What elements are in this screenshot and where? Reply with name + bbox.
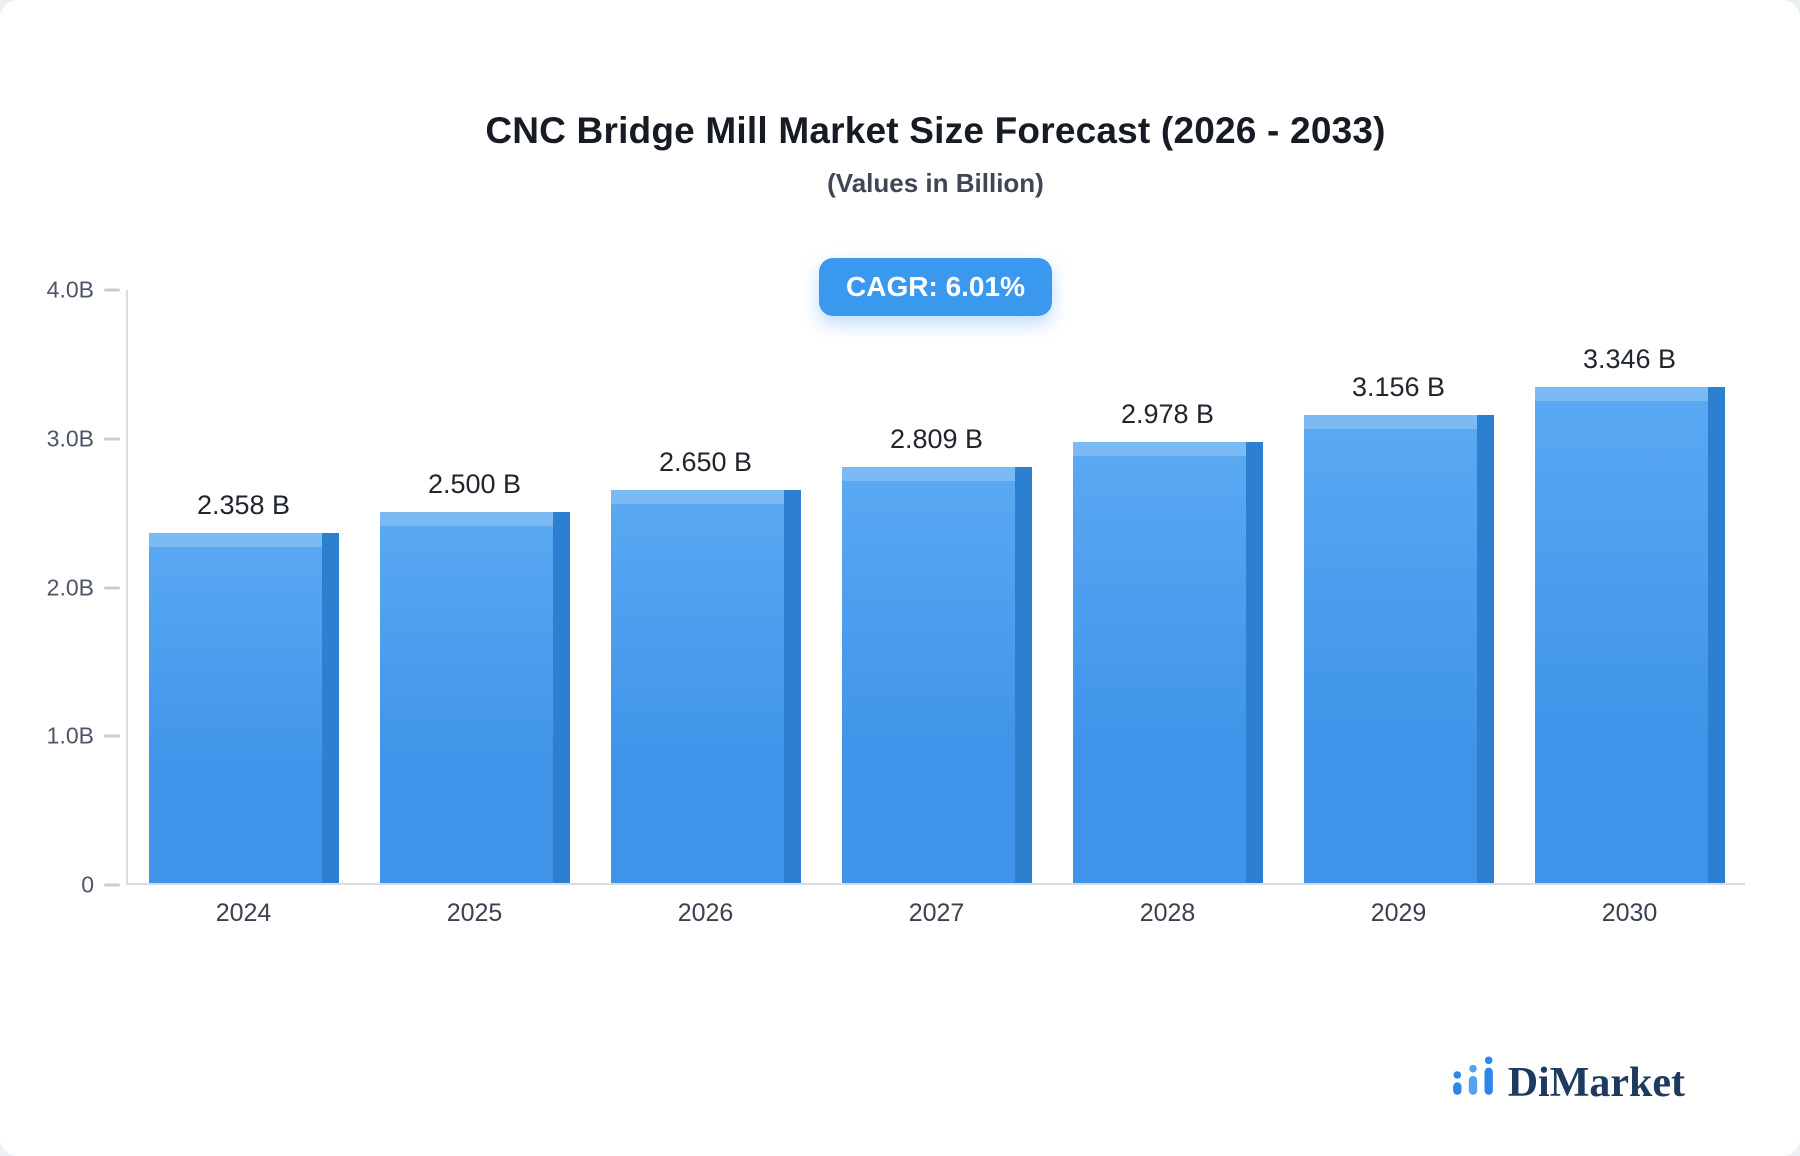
- bar-value-label: 3.346 B: [1582, 343, 1677, 374]
- bar-slot: 2.978 B 2028: [1052, 290, 1283, 927]
- bar-2028: [1072, 441, 1263, 883]
- bar-top-highlight: [841, 466, 1015, 481]
- x-axis-label: 2024: [215, 899, 272, 927]
- bar-top-highlight: [1534, 386, 1708, 401]
- x-axis-label: 2029: [1370, 899, 1427, 927]
- chart-subtitle: (Values in Billion): [827, 168, 1044, 198]
- y-tick-label: 3.0B: [46, 425, 94, 452]
- bar-value-label: 3.156 B: [1351, 372, 1446, 403]
- bar-2027: [841, 466, 1032, 883]
- bar-slot: 3.156 B 2029: [1283, 290, 1514, 927]
- bar-side-shadow: [1245, 441, 1263, 883]
- bar-2030: [1534, 386, 1725, 883]
- y-tick-label: 0: [81, 871, 94, 898]
- y-tick-mark: [104, 288, 120, 292]
- y-tick: 0: [81, 872, 120, 899]
- bar-face: [841, 466, 1015, 883]
- bar-face: [379, 512, 553, 883]
- bar-value-label: 2.650 B: [658, 447, 753, 478]
- bar-value-label: 2.500 B: [427, 469, 522, 500]
- bar-2026: [610, 490, 801, 883]
- plot-area: 2.358 B 2024 2.500 B 2025 2.650 B 2026 2.809 B…: [126, 290, 1745, 927]
- bar-side-shadow: [321, 533, 339, 883]
- y-tick-label: 1.0B: [46, 722, 94, 749]
- bar-slot: 2.650 B 2026: [590, 290, 821, 927]
- bar-side-shadow: [1014, 466, 1032, 883]
- x-axis-label: 2027: [908, 899, 965, 927]
- bar-face: [1072, 441, 1246, 883]
- cagr-badge: CAGR: 6.01%: [819, 258, 1052, 316]
- y-tick-mark: [104, 883, 120, 887]
- bar-2025: [379, 512, 570, 883]
- chart-title: CNC Bridge Mill Market Size Forecast (20…: [485, 110, 1386, 151]
- bar-face: [148, 533, 322, 883]
- bar-slot: 3.346 B 2030: [1514, 290, 1745, 927]
- y-axis: 0 1.0B 2.0B 3.0B 4.0B: [24, 277, 120, 898]
- bar-chart-icon: [1450, 1053, 1496, 1104]
- bar-side-shadow: [552, 512, 570, 883]
- bar-side-shadow: [1707, 386, 1725, 883]
- dimarket-logo: DiMarket: [1450, 1053, 1685, 1104]
- y-tick: 1.0B: [47, 723, 120, 750]
- bar-face: [610, 490, 784, 883]
- y-tick-label: 2.0B: [46, 574, 94, 600]
- y-tick-mark: [104, 437, 120, 441]
- x-axis-label: 2025: [446, 899, 503, 927]
- x-axis-label: 2030: [1601, 899, 1658, 927]
- y-tick-label: 4.0B: [46, 276, 94, 303]
- x-axis-label: 2028: [1139, 899, 1196, 927]
- bar-slot: 2.358 B 2024: [128, 290, 359, 927]
- bar-top-highlight: [379, 512, 553, 527]
- chart-header: CNC Bridge Mill Market Size Forecast (20…: [126, 110, 1745, 199]
- bar-face: [1303, 415, 1477, 883]
- bar-side-shadow: [1476, 415, 1494, 883]
- x-axis-label: 2026: [677, 899, 734, 927]
- logo-text: DiMarket: [1507, 1060, 1685, 1106]
- bar-value-label: 2.978 B: [1120, 398, 1215, 429]
- bar-face: [1534, 386, 1708, 883]
- bar-value-label: 2.358 B: [196, 490, 291, 521]
- bar-top-highlight: [148, 533, 322, 548]
- bar-slot: 2.809 B 2027: [821, 290, 1052, 927]
- bar-2024: [148, 533, 339, 883]
- y-tick-mark: [104, 586, 120, 589]
- bar-top-highlight: [1072, 441, 1246, 456]
- y-tick: 2.0B: [47, 574, 120, 601]
- bar-top-highlight: [610, 490, 784, 505]
- bar-value-label: 2.809 B: [889, 423, 984, 454]
- badge-row: CAGR: 6.01%: [126, 258, 1745, 316]
- bar-2029: [1303, 415, 1494, 883]
- y-tick-mark: [104, 734, 120, 738]
- bar-side-shadow: [783, 490, 801, 883]
- bar-slot: 2.500 B 2025: [359, 290, 590, 927]
- bar-top-highlight: [1303, 415, 1477, 430]
- y-tick: 3.0B: [47, 425, 120, 452]
- y-tick: 4.0B: [47, 277, 120, 304]
